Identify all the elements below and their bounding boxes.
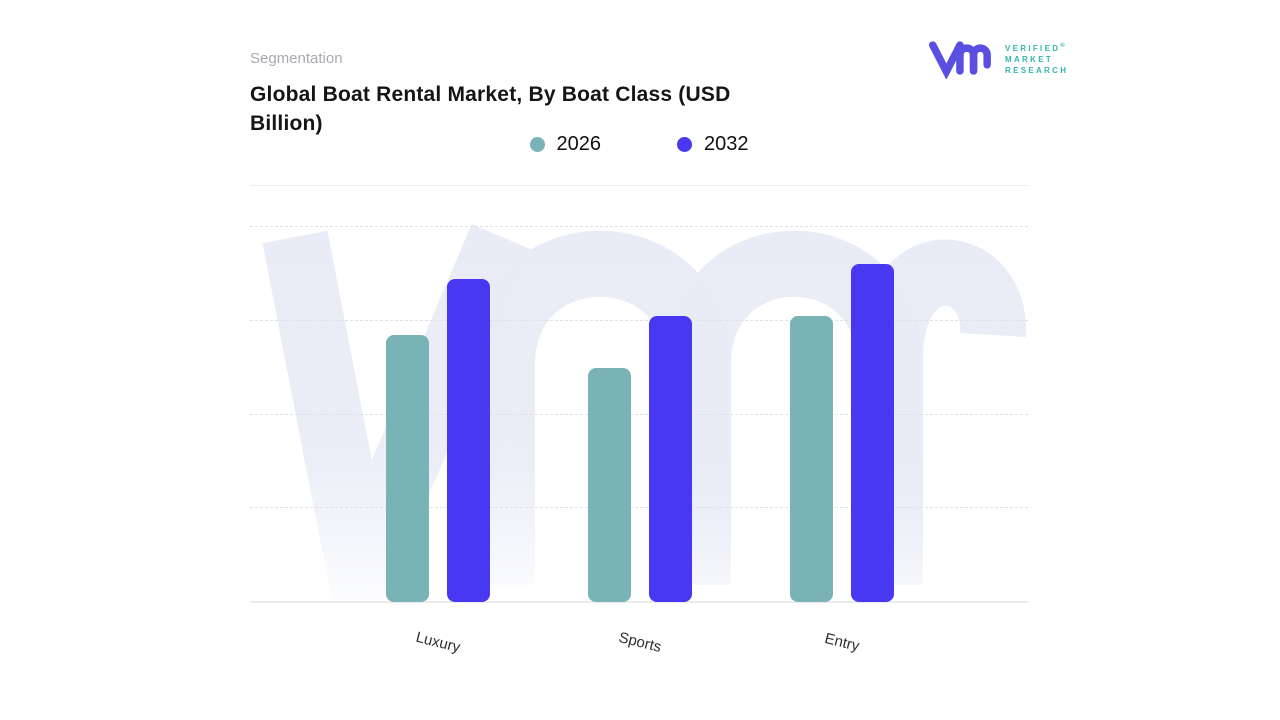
bar-group-luxury [386,279,490,602]
x-axis-label-luxury: Luxury [414,628,462,657]
chart-legend: 2026 2032 [250,133,1028,156]
legend-label-2026: 2026 [556,133,602,155]
x-axis-label-sports: Sports [616,629,664,656]
bar-2032-sports[interactable] [649,316,692,602]
bar-2026-luxury[interactable] [386,335,429,602]
bar-2032-luxury[interactable] [447,279,490,602]
gridline-4 [250,226,1028,227]
x-axis-label-entry: Entry [822,630,862,655]
bar-chart-plot-area [250,185,1028,603]
bar-group-sports [588,316,692,602]
legend-label-2032: 2032 [704,133,749,155]
brand-line-2: MARKET [1005,54,1054,64]
x-axis-labels: Luxury Sports Entry [250,602,1028,682]
x-axis-baseline [250,601,1028,603]
bar-2026-sports[interactable] [588,368,631,602]
header-separator [250,185,1028,186]
bar-group-entry [790,264,894,602]
brand-line-3: RESEARCH [1005,65,1069,75]
vmr-logo: VERIFIED® MARKET RESEARCH [928,37,1068,79]
brand-name: VERIFIED® MARKET RESEARCH [1005,41,1068,76]
eyebrow-label: Segmentation [250,50,343,67]
brand-line-1: VERIFIED® [1005,42,1065,53]
legend-item-2032[interactable]: 2032 [677,133,749,156]
bar-2032-entry[interactable] [851,264,894,602]
bar-2026-entry[interactable] [790,316,833,602]
legend-swatch-2026 [529,137,545,152]
registered-mark: ® [1060,42,1065,49]
legend-swatch-2032 [677,137,692,152]
chart-title: Global Boat Rental Market, By Boat Class… [250,83,731,135]
legend-item-2026[interactable]: 2026 [529,133,602,156]
vmr-monogram-icon [929,41,991,79]
